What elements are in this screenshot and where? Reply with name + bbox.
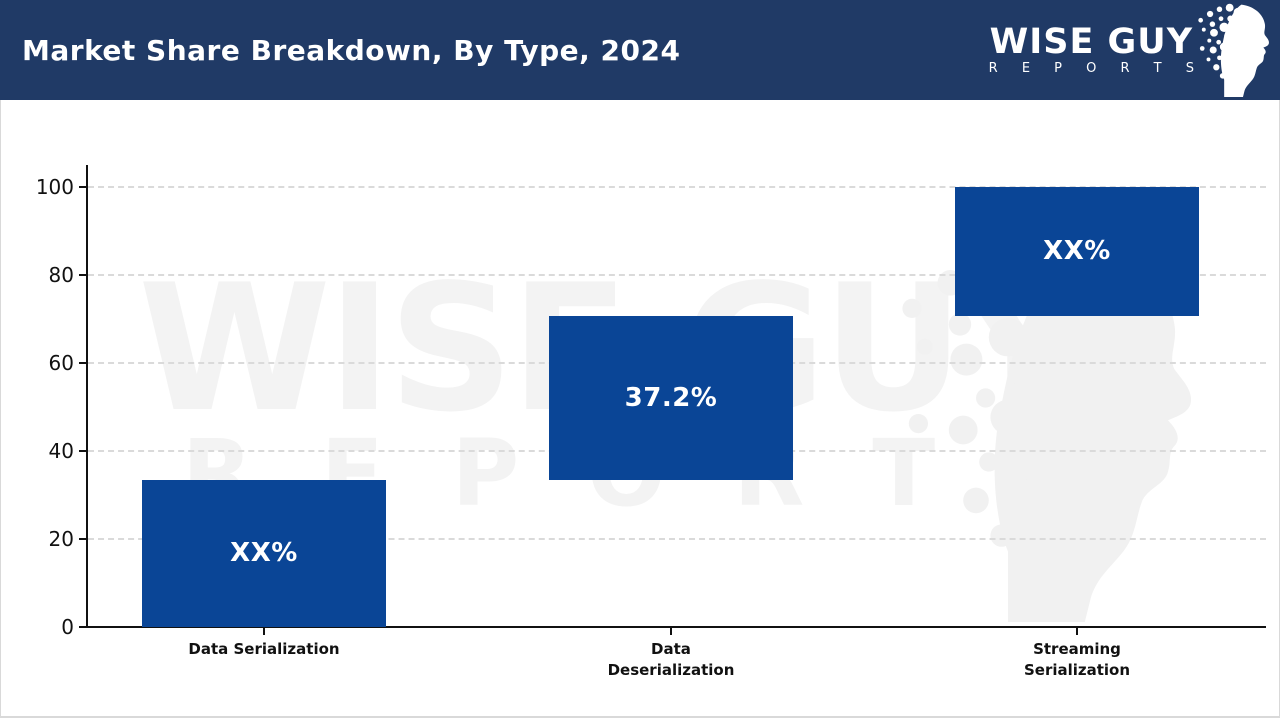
y-tick-mark-0 bbox=[79, 626, 87, 628]
bottom-border-line bbox=[0, 716, 1280, 718]
x-tick-mark-2 bbox=[670, 628, 672, 635]
x-tick-mark-3 bbox=[1076, 628, 1078, 635]
x-tick-label: Data Deserialization bbox=[607, 640, 735, 679]
y-tick-label: 60 bbox=[48, 351, 74, 375]
bar-value-label: XX% bbox=[1043, 236, 1111, 267]
header-bar: Market Share Breakdown, By Type, 2024 WI… bbox=[0, 0, 1280, 100]
wise-guy-reports-logo: WISE GUY R E P O R T S bbox=[979, 2, 1276, 98]
y-tick-label: 20 bbox=[48, 527, 74, 551]
left-border-line bbox=[0, 100, 1, 717]
gridline-100 bbox=[88, 186, 1266, 188]
logo-wordmark: WISE GUY R E P O R T S bbox=[979, 21, 1204, 77]
bar-2: 37.2% bbox=[549, 315, 793, 480]
bar-value-label: XX% bbox=[230, 538, 298, 569]
y-tick-mark-80 bbox=[79, 274, 87, 276]
page-title: Market Share Breakdown, By Type, 2024 bbox=[22, 33, 681, 67]
bar-value-label: 37.2% bbox=[624, 382, 718, 413]
logo-text-wise-guy: WISE GUY bbox=[989, 21, 1194, 62]
gridline-20 bbox=[88, 538, 1266, 540]
y-tick-mark-40 bbox=[79, 450, 87, 452]
y-tick-mark-20 bbox=[79, 538, 87, 540]
y-tick-mark-60 bbox=[79, 362, 87, 364]
x-axis-line bbox=[86, 626, 1266, 628]
x-tick-label: Data Serialization bbox=[188, 640, 340, 658]
y-tick-label: 100 bbox=[35, 175, 74, 199]
y-tick-mark-100 bbox=[79, 186, 87, 188]
x-tick-label: Streaming Serialization bbox=[1023, 640, 1131, 679]
bar-3: XX% bbox=[955, 187, 1199, 316]
y-axis-line bbox=[86, 165, 88, 627]
bar-1: XX% bbox=[142, 479, 386, 627]
gridline-80 bbox=[88, 274, 1266, 276]
y-tick-label: 40 bbox=[48, 439, 74, 463]
logo-text-reports: R E P O R T S bbox=[988, 61, 1204, 77]
x-tick-mark-1 bbox=[263, 628, 265, 635]
y-tick-label: 80 bbox=[48, 263, 74, 287]
dotted-face-icon bbox=[1198, 3, 1269, 97]
y-tick-label: 0 bbox=[61, 615, 74, 639]
